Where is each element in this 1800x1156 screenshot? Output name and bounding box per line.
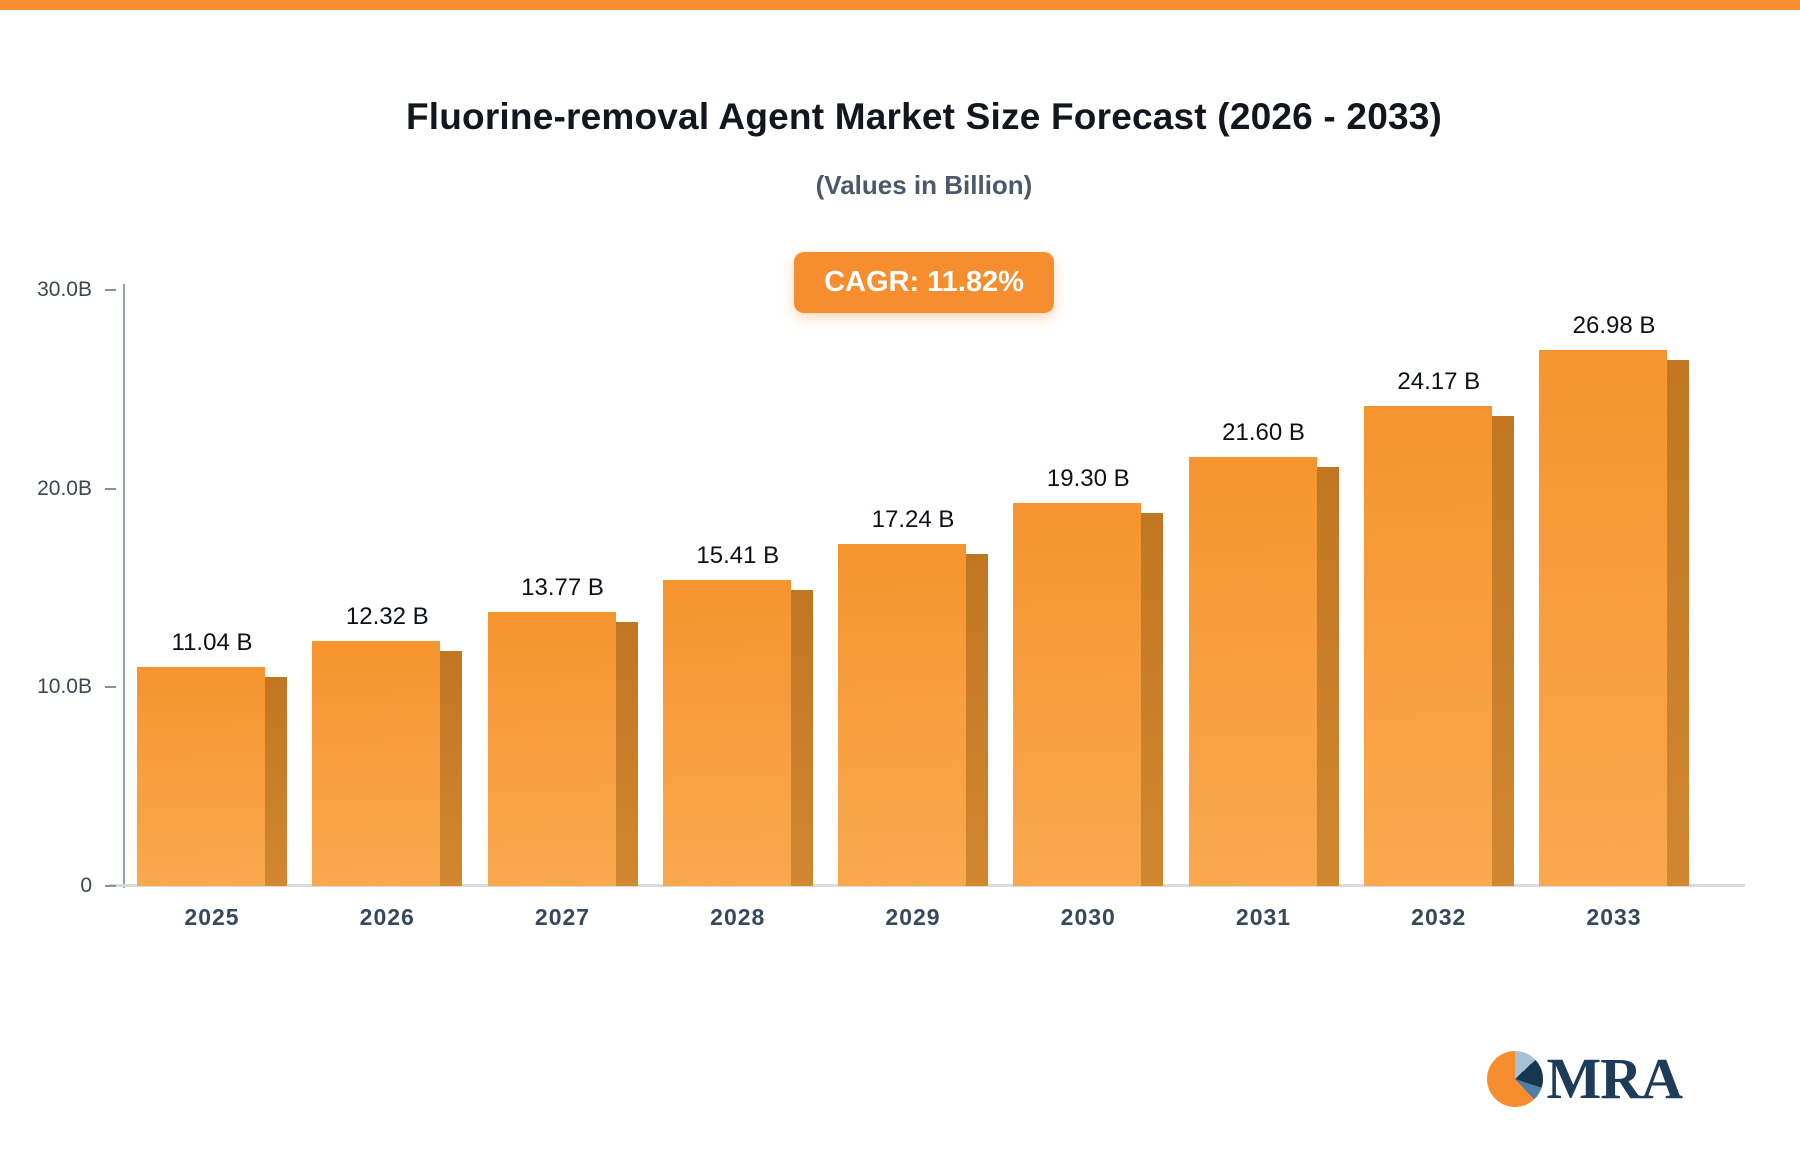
bar-side-shadow — [265, 676, 287, 886]
bars: 11.04 B 12.32 B 13.77 B 15.41 B 17.24 B 19.30… — [137, 290, 1689, 886]
bar-side-shadow — [615, 622, 638, 886]
bar-value-label: 13.77 B — [521, 574, 604, 602]
bar-value-label: 12.32 B — [345, 603, 429, 631]
y-tick-label: 20.0B — [37, 476, 92, 500]
bar — [1013, 502, 1142, 886]
bar-side-shadow — [1141, 512, 1164, 886]
bar — [1188, 456, 1317, 886]
bar-side-shadow — [1491, 415, 1514, 886]
top-accent-strip — [0, 0, 1800, 10]
y-tick-mark — [105, 686, 116, 689]
logo-pie-icon — [1487, 1051, 1544, 1107]
bar — [1539, 350, 1667, 886]
bar-value-label: 11.04 B — [171, 628, 253, 656]
chart-title: Fluorine-removal Agent Market Size Forec… — [405, 96, 1443, 137]
y-tick-mark — [105, 885, 116, 887]
x-axis-label: 2032 — [1411, 904, 1467, 930]
bar-group: 17.24 B — [838, 290, 988, 886]
bar-value-label: 15.41 B — [696, 541, 780, 569]
x-axis-label: 2027 — [534, 904, 591, 930]
chart-subtitle: (Values in Billion) — [815, 170, 1033, 200]
bar-group: 26.98 B — [1539, 290, 1689, 886]
logo-text: MRA — [1546, 1046, 1683, 1111]
bar — [487, 612, 616, 886]
bar — [137, 666, 265, 886]
bar-side-shadow — [1316, 466, 1339, 886]
bar-group: 21.60 B — [1188, 290, 1339, 886]
x-axis-label: 2029 — [885, 904, 941, 930]
bar-group: 13.77 B — [487, 290, 638, 886]
y-tick-label: 30.0B — [37, 278, 92, 301]
x-axis-label: 2033 — [1586, 904, 1642, 930]
bar-group: 24.17 B — [1363, 290, 1514, 886]
plot-area: 0 10.0B 20.0B 30.0B 11.04 B 12.32 B 13.77 B 15… — [37, 278, 1745, 930]
bar — [662, 579, 791, 886]
bar-group: 15.41 B — [662, 290, 813, 886]
x-axis-label: 2030 — [1060, 904, 1116, 930]
x-axis-label: 2028 — [710, 904, 766, 930]
cagr-badge-row: CAGR: 11.82% — [0, 252, 1800, 313]
x-axis-label: 2031 — [1235, 904, 1292, 930]
y-axis-line — [123, 284, 125, 888]
bar-value-label: 26.98 B — [1572, 312, 1656, 339]
bar — [1363, 405, 1492, 886]
bar-side-shadow — [440, 651, 463, 886]
bar-value-label: 24.17 B — [1397, 367, 1481, 395]
bar-side-shadow — [966, 553, 988, 886]
bar-value-label: 17.24 B — [871, 505, 955, 533]
bar-group: 19.30 B — [1013, 290, 1164, 886]
x-axis-label: 2026 — [359, 904, 415, 930]
bar-value-label: 19.30 B — [1046, 464, 1130, 492]
bar-side-shadow — [790, 589, 813, 886]
x-axis-label: 2025 — [184, 904, 240, 930]
brand-logo: MRA — [1487, 1046, 1683, 1111]
bar — [838, 543, 966, 886]
bar-group: 11.04 B — [137, 290, 287, 886]
y-tick-label: 10.0B — [37, 675, 92, 699]
bar-side-shadow — [1667, 360, 1689, 886]
bar-group: 12.32 B — [312, 290, 463, 886]
bar-value-label: 21.60 B — [1222, 418, 1305, 446]
x-axis-labels: 2025 2026 2027 2028 2029 2030 2031 2032 2033 — [137, 904, 1689, 931]
bar — [312, 641, 441, 886]
y-tick-label: 0 — [80, 874, 92, 897]
y-tick-mark — [105, 289, 116, 291]
y-tick-mark — [105, 487, 116, 490]
cagr-badge: CAGR: 11.82% — [794, 252, 1054, 313]
